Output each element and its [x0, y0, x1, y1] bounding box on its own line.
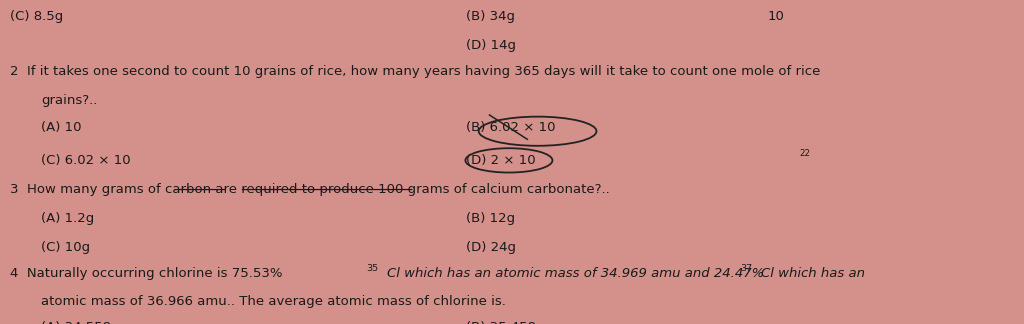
Text: (A) 10: (A) 10: [41, 122, 82, 134]
Text: Cl which has an: Cl which has an: [761, 267, 865, 280]
Text: (A) 1.2g: (A) 1.2g: [41, 212, 94, 225]
Text: (C) 6.02 × 10: (C) 6.02 × 10: [41, 154, 131, 167]
Text: (B) 6.02 × 10: (B) 6.02 × 10: [466, 122, 555, 134]
Text: 2  If it takes one second to count 10 grains of rice, how many years having 365 : 2 If it takes one second to count 10 gra…: [10, 65, 820, 78]
Text: (B) 35.458: (B) 35.458: [466, 321, 536, 324]
Text: atomic mass of 36.966 amu.. The average atomic mass of chlorine is.: atomic mass of 36.966 amu.. The average …: [41, 295, 506, 308]
Text: (A) 34.558: (A) 34.558: [41, 321, 111, 324]
Text: (B) 34g: (B) 34g: [466, 10, 515, 23]
Text: 4  Naturally occurring chlorine is 75.53%: 4 Naturally occurring chlorine is 75.53%: [10, 267, 283, 280]
Text: 35: 35: [367, 264, 379, 273]
Text: 37: 37: [740, 264, 753, 273]
Text: (C) 8.5g: (C) 8.5g: [10, 10, 63, 23]
Text: (D) 24g: (D) 24g: [466, 241, 516, 254]
Text: 10: 10: [768, 10, 784, 23]
Text: (C) 10g: (C) 10g: [41, 241, 90, 254]
Text: (D) 14g: (D) 14g: [466, 39, 516, 52]
Text: Cl which has an atomic mass of 34.969 amu and 24.47%: Cl which has an atomic mass of 34.969 am…: [387, 267, 764, 280]
Text: (D) 2 × 10: (D) 2 × 10: [466, 154, 536, 167]
Text: 3  How many grams of carbon are required to produce 100 grams of calcium carbona: 3 How many grams of carbon are required …: [10, 183, 610, 196]
Text: grains?..: grains?..: [41, 94, 97, 107]
Text: 22: 22: [800, 149, 811, 158]
Text: (B) 12g: (B) 12g: [466, 212, 515, 225]
